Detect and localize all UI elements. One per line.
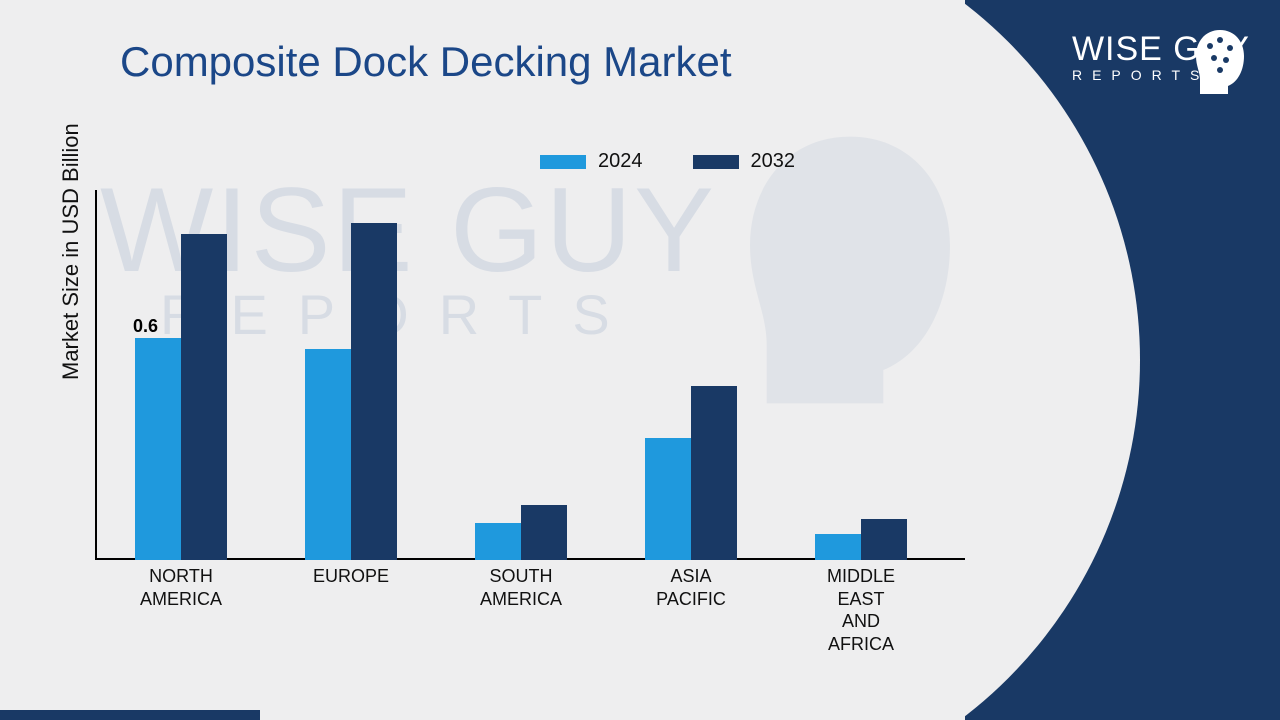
- category-label: EUROPE: [296, 565, 406, 588]
- chart-stage: WISE GUY REPORTS Composite Dock Decking …: [0, 0, 1280, 720]
- legend-label: 2032: [751, 150, 796, 173]
- category-label: MIDDLEEASTANDAFRICA: [806, 565, 916, 655]
- category-label: ASIAPACIFIC: [636, 565, 746, 610]
- legend-swatch-2024: [540, 155, 586, 169]
- footer-accent-bar: [0, 710, 260, 720]
- bar-2032: [521, 505, 567, 561]
- bar-2024: [305, 349, 351, 560]
- bar-2024: [815, 534, 861, 560]
- legend-item: 2024: [540, 150, 643, 173]
- legend-item: 2032: [693, 150, 796, 173]
- bar-2032: [861, 519, 907, 560]
- bar-2024: [135, 338, 181, 560]
- legend-label: 2024: [598, 150, 643, 173]
- y-tick-label: 0.6: [133, 316, 158, 337]
- legend: 2024 2032: [540, 150, 795, 173]
- bar-chart: 0.6: [95, 190, 965, 560]
- brand-logo: WISE GUY REPORTS: [1072, 30, 1250, 83]
- bar-2032: [351, 223, 397, 560]
- bar-2024: [645, 438, 691, 560]
- head-icon: [1190, 26, 1250, 98]
- y-axis: [95, 190, 97, 560]
- chart-title: Composite Dock Decking Market: [120, 38, 732, 86]
- bar-2032: [181, 234, 227, 560]
- bar-2032: [691, 386, 737, 560]
- y-axis-label: Market Size in USD Billion: [58, 123, 84, 380]
- bar-2024: [475, 523, 521, 560]
- category-label: NORTHAMERICA: [126, 565, 236, 610]
- legend-swatch-2032: [693, 155, 739, 169]
- category-label: SOUTHAMERICA: [466, 565, 576, 610]
